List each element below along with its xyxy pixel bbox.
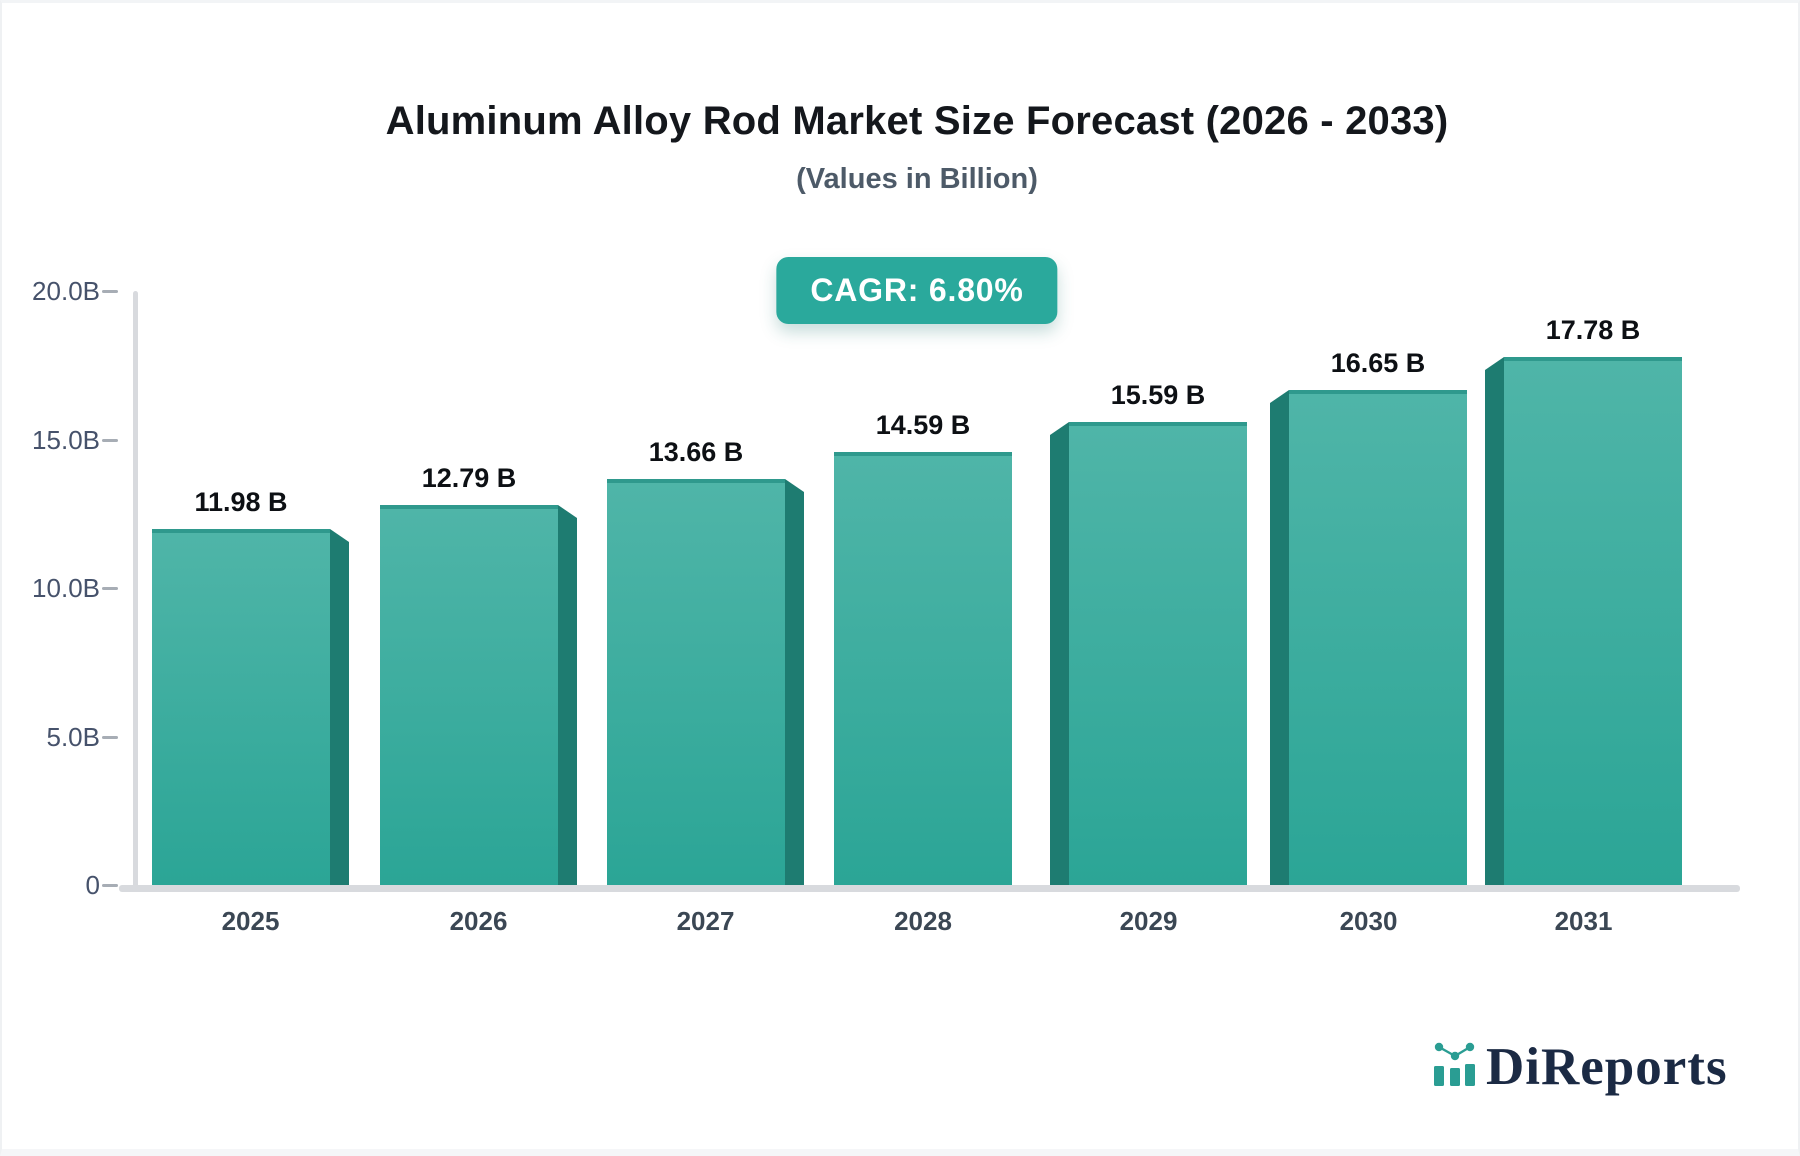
bar-side-2025 <box>330 529 349 885</box>
y-tick-label: 0 <box>85 870 100 900</box>
bar-value-label: 16.65 B <box>1330 348 1426 378</box>
y-tick-dash <box>102 735 118 739</box>
bar-side-2029 <box>1050 422 1069 885</box>
rising-bars-with-dots-icon <box>1434 1042 1475 1086</box>
y-tick-dash <box>102 438 118 442</box>
chart-subtitle: (Values in Billion) <box>796 163 1038 195</box>
y-tick-label: 10.0B <box>32 573 100 603</box>
bar-face-2027 <box>607 479 785 885</box>
x-tick-label: 2030 <box>1339 906 1398 936</box>
x-tick-label: 2026 <box>449 906 508 936</box>
bar-face-2031 <box>1504 357 1682 885</box>
cagr-badge: CAGR: 6.80% <box>776 257 1058 324</box>
bar-value-label: 15.59 B <box>1110 380 1206 410</box>
y-tick-dash <box>102 587 118 590</box>
y-tick-label: 20.0B <box>32 276 100 306</box>
x-baseline <box>119 885 1740 892</box>
x-tick-label: 2028 <box>894 906 952 936</box>
logo-text: DiReports <box>1486 1038 1728 1096</box>
bar-side-2030 <box>1270 390 1289 885</box>
bar-face-2026 <box>380 505 558 885</box>
bar-value-label: 11.98 B <box>194 487 288 517</box>
x-tick-label: 2031 <box>1554 906 1613 936</box>
y-axis-line <box>133 291 138 888</box>
bar-face-2029 <box>1069 422 1247 885</box>
bar-value-label: 17.78 B <box>1545 315 1641 345</box>
y-tick-dash <box>102 290 118 293</box>
y-tick-label: 15.0B <box>32 424 100 455</box>
bar-value-label: 13.66 B <box>648 437 744 467</box>
chart-title: Aluminum Alloy Rod Market Size Forecast … <box>385 99 1449 143</box>
y-tick-dash <box>102 884 118 887</box>
bar-face-2025 <box>152 529 330 885</box>
x-tick-label: 2029 <box>1119 906 1178 936</box>
bar-side-2031 <box>1485 357 1504 885</box>
y-tick-label: 5.0B <box>46 721 101 752</box>
bar-face-2028 <box>834 452 1012 885</box>
bar-value-label: 12.79 B <box>421 463 517 493</box>
bar-value-label: 14.59 B <box>875 410 971 440</box>
x-tick-label: 2027 <box>676 906 735 936</box>
x-tick-label: 2025 <box>221 906 280 936</box>
bar-face-2030 <box>1289 390 1467 885</box>
bar-side-2027 <box>785 479 804 885</box>
bar-side-2026 <box>558 505 577 885</box>
logo: DiReports <box>1432 1039 1728 1095</box>
